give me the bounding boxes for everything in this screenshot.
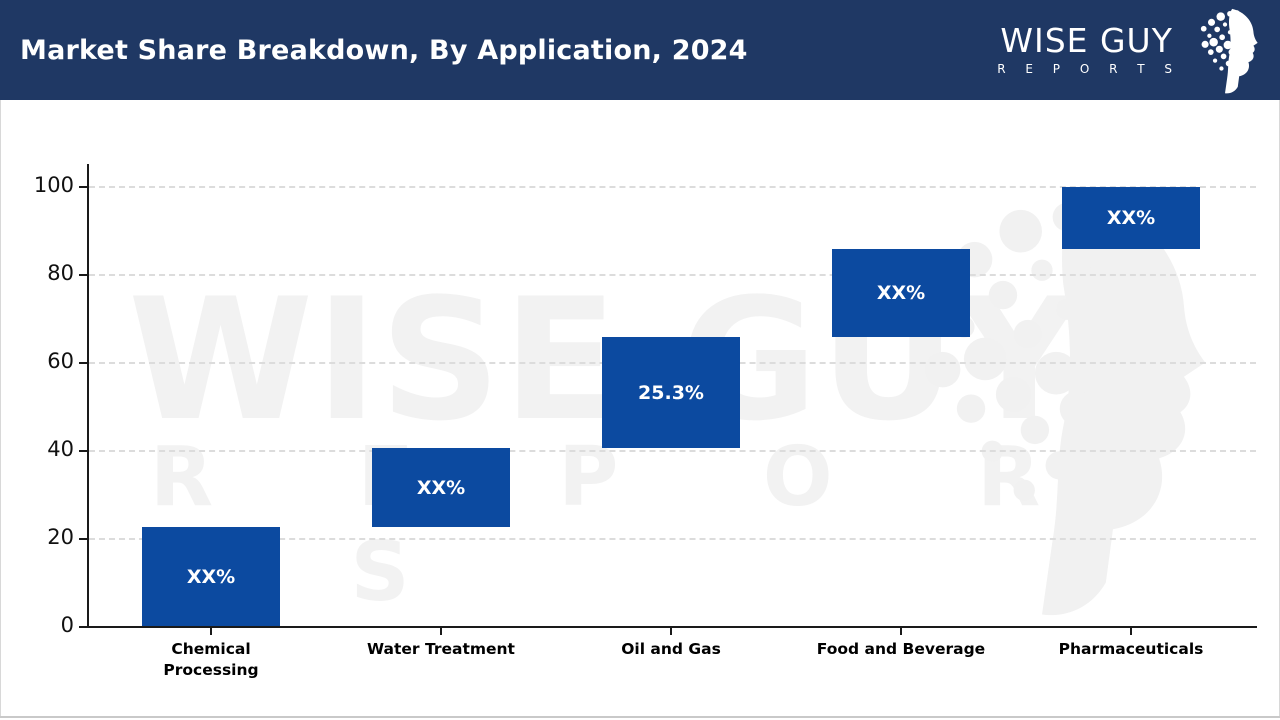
y-tick-label: 60 bbox=[47, 349, 74, 373]
gridline-20 bbox=[89, 538, 1256, 540]
bar-value-label: XX% bbox=[876, 282, 926, 305]
bar-water-treatment: XX% bbox=[372, 448, 510, 527]
y-tick-label: 100 bbox=[33, 173, 74, 197]
y-tick-label: 20 bbox=[47, 525, 74, 549]
y-tick-label: 80 bbox=[47, 261, 74, 285]
x-tick-mark bbox=[900, 628, 902, 635]
logo-name: WISE GUY bbox=[1000, 21, 1173, 61]
y-tick-mark bbox=[79, 274, 87, 276]
header-bar: Market Share Breakdown, By Application, … bbox=[0, 0, 1280, 100]
y-tick-mark bbox=[79, 362, 87, 364]
x-category-label: Food and Beverage bbox=[816, 640, 986, 658]
bar-value-label: XX% bbox=[186, 565, 236, 588]
y-tick-label: 40 bbox=[47, 437, 74, 461]
y-tick-mark bbox=[79, 538, 87, 540]
gridline-80 bbox=[89, 274, 1256, 276]
bar-oil-and-gas: 25.3% bbox=[602, 337, 740, 449]
gridline-100 bbox=[89, 186, 1256, 188]
x-tick-mark bbox=[670, 628, 672, 635]
bar-food-and-beverage: XX% bbox=[832, 249, 970, 338]
bar-value-label: XX% bbox=[416, 476, 466, 499]
brand-logo: WISE GUY R E P O R T S bbox=[993, 5, 1268, 95]
x-category-label: Chemical Processing bbox=[163, 640, 259, 679]
y-tick-mark bbox=[79, 450, 87, 452]
x-category-label: Oil and Gas bbox=[621, 640, 721, 658]
page-left-border bbox=[0, 100, 1, 716]
x-tick-mark bbox=[1130, 628, 1132, 635]
y-tick-mark bbox=[79, 626, 87, 628]
x-category-label: Water Treatment bbox=[367, 640, 515, 658]
page-title: Market Share Breakdown, By Application, … bbox=[20, 34, 748, 66]
logo-subtitle: R E P O R T S bbox=[997, 61, 1180, 76]
x-tick-mark bbox=[210, 628, 212, 635]
x-category-label: Pharmaceuticals bbox=[1058, 640, 1204, 658]
y-tick-label: 0 bbox=[60, 613, 74, 637]
x-axis-line bbox=[87, 626, 1257, 628]
bar-value-label: 25.3% bbox=[638, 381, 704, 404]
logo-wordmark: WISE GUY R E P O R T S bbox=[993, 24, 1180, 76]
y-tick-mark bbox=[79, 186, 87, 188]
gridline-40 bbox=[89, 450, 1256, 452]
page-bottom-rule bbox=[0, 716, 1280, 718]
logo-head-icon bbox=[1182, 6, 1268, 94]
x-tick-mark bbox=[440, 628, 442, 635]
y-axis-line bbox=[87, 164, 89, 628]
bar-value-label: XX% bbox=[1106, 207, 1156, 230]
bar-chemical-processing: XX% bbox=[142, 526, 280, 627]
bar-pharmaceuticals: XX% bbox=[1062, 187, 1200, 250]
